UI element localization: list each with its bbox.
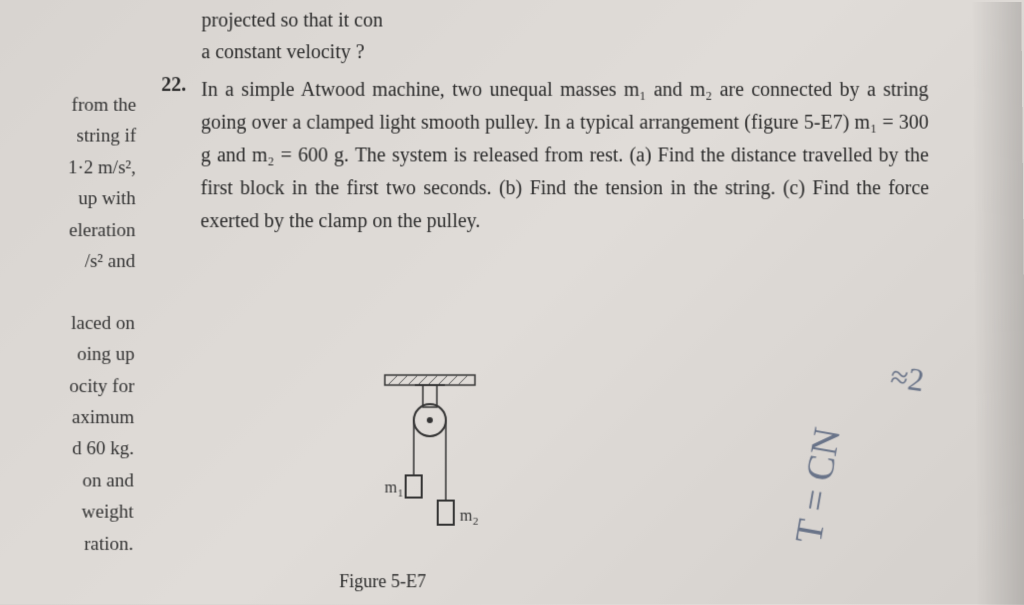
left-margin-text: from the string if 1·2 m/s², up with ele… (3, 91, 137, 561)
svg-text:1: 1 (398, 487, 404, 499)
margin-line: ocity for (4, 372, 134, 402)
margin-line: up with (6, 185, 136, 214)
margin-line: ration. (3, 529, 134, 559)
svg-text:2: 2 (473, 516, 479, 528)
partial-top-line1: projected so that it con (162, 7, 958, 35)
svg-text:m: m (385, 479, 398, 496)
question-text: In a simple Atwood machine, two unequal … (200, 74, 959, 238)
margin-line: from the (7, 91, 137, 120)
margin-line: string if (6, 122, 136, 151)
figure-caption: Figure 5-E7 (339, 571, 426, 592)
handwriting-annotation: T = CN (787, 371, 993, 571)
partial-top-line2: a constant velocity ? (161, 38, 958, 66)
main-content: projected so that it con a constant velo… (160, 7, 959, 238)
margin-line: /s² and (5, 247, 135, 276)
margin-line: d 60 kg. (4, 435, 135, 465)
margin-line: laced on (5, 309, 135, 338)
margin-line: 1·2 m/s², (6, 153, 136, 182)
handwriting-annotation-2: ≈2 (889, 358, 927, 399)
margin-line: oing up (4, 340, 134, 369)
svg-text:m: m (460, 508, 473, 525)
margin-line: on and (3, 466, 134, 496)
margin-line: aximum (4, 403, 134, 433)
margin-line: eleration (6, 216, 136, 245)
atwood-figure: m 1 m 2 (329, 370, 530, 571)
question-number: 22. (160, 74, 201, 238)
question-block: 22. In a simple Atwood machine, two uneq… (160, 74, 959, 238)
margin-line: weight (3, 498, 134, 528)
